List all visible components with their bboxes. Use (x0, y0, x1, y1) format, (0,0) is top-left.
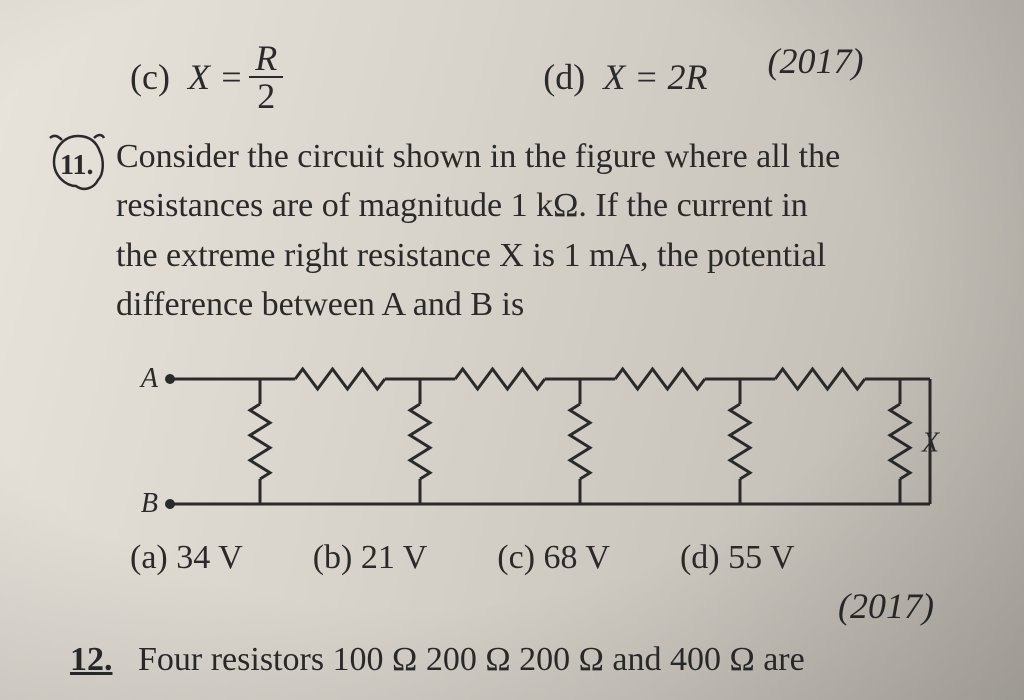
option-d: (d) X = 2R (543, 40, 707, 114)
svg-text:B: B (141, 488, 158, 519)
option-d-expr: X = 2R (603, 56, 707, 98)
svg-text:A: A (139, 363, 159, 394)
question-number-badge: 11. (50, 136, 106, 192)
q11-line1: Consider the circuit shown in the figure… (116, 132, 974, 181)
option-c: (c) X = R 2 (130, 40, 283, 114)
question-12-partial: 12. Four resistors 100 Ω 200 Ω 200 Ω and… (70, 641, 974, 679)
question-text: Consider the circuit shown in the figure… (116, 132, 974, 329)
option-c-num: R (249, 40, 283, 78)
q11-line2: resistances are of magnitude 1 kΩ. If th… (116, 181, 974, 230)
option-c-label: (c) (130, 56, 170, 98)
question-11: 11. Consider the circuit shown in the fi… (50, 132, 974, 329)
svg-text:X: X (921, 428, 940, 459)
page: (c) X = R 2 (d) X = 2R (2017) 11. Consid… (0, 0, 1024, 700)
option-c-fraction: R 2 (249, 40, 283, 114)
circuit-diagram: A B X (130, 349, 950, 529)
question-number: 11. (60, 146, 93, 187)
answer-b: (b) 21 V (313, 539, 428, 577)
answer-d: (d) 55 V (680, 539, 795, 577)
q11-line4: difference between A and B is (116, 280, 974, 329)
option-c-den: 2 (251, 78, 281, 114)
q12-number: 12. (70, 641, 113, 678)
prev-options-row: (c) X = R 2 (d) X = 2R (2017) (50, 40, 974, 114)
option-c-lhs: X = (188, 56, 243, 98)
answer-a: (a) 34 V (130, 539, 243, 577)
option-d-label: (d) (543, 56, 585, 98)
answer-c: (c) 68 V (497, 539, 610, 577)
q11-year: (2017) (50, 585, 934, 627)
q12-text: Four resistors 100 Ω 200 Ω 200 Ω and 400… (138, 641, 805, 678)
q11-line3: the extreme right resistance X is 1 mA, … (116, 231, 974, 280)
prev-year: (2017) (768, 40, 864, 114)
answers-row: (a) 34 V (b) 21 V (c) 68 V (d) 55 V (130, 539, 974, 577)
